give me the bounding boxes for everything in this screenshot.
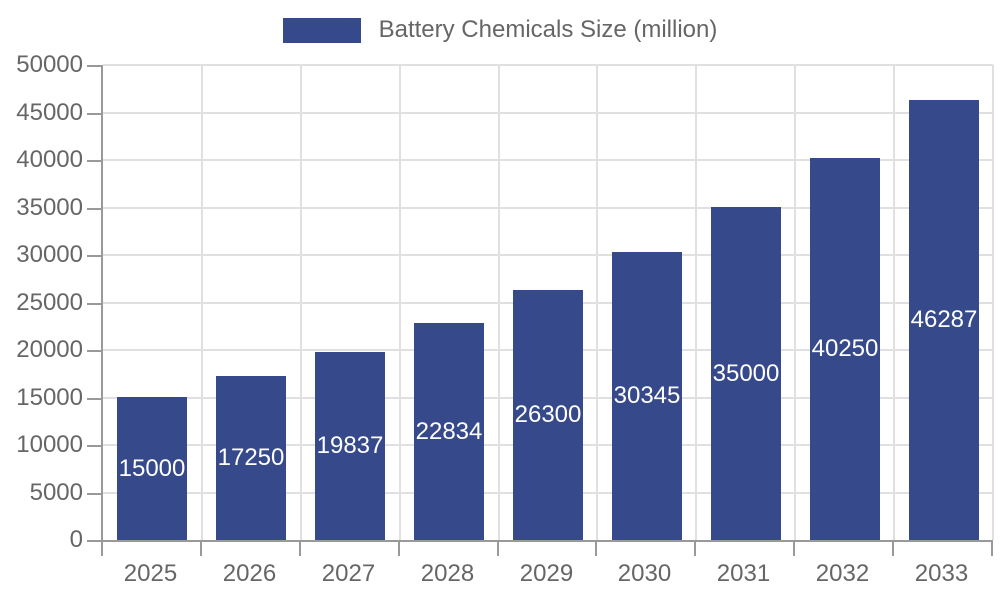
- legend-swatch-icon: [282, 17, 361, 43]
- gridline-horizontal: [103, 159, 993, 161]
- x-axis-tick: [497, 542, 499, 556]
- bar[interactable]: [810, 158, 880, 540]
- x-axis-tick-label: 2029: [519, 560, 574, 587]
- x-axis-tick: [595, 542, 597, 556]
- x-axis-tick: [299, 542, 301, 556]
- x-axis-tick-label: 2030: [617, 560, 672, 587]
- y-axis-tick-label: 0: [69, 526, 83, 553]
- y-axis-tick-label: 30000: [16, 241, 83, 268]
- bar[interactable]: [612, 252, 682, 540]
- bar[interactable]: [909, 100, 979, 540]
- x-axis-tick: [200, 542, 202, 556]
- x-axis-tick-label: 2032: [815, 560, 870, 587]
- y-axis-tick-label: 25000: [16, 288, 83, 316]
- y-axis-tick: [87, 302, 101, 305]
- gridline-horizontal: [103, 64, 993, 66]
- gridline-vertical: [399, 65, 401, 540]
- x-axis-tick: [101, 542, 103, 556]
- gridline-vertical: [893, 65, 895, 540]
- x-axis-tick: [694, 542, 696, 556]
- x-axis-tick: [793, 542, 795, 556]
- gridline-vertical: [201, 65, 203, 540]
- y-axis-tick: [87, 65, 101, 67]
- y-axis-tick: [87, 112, 101, 115]
- gridline-vertical: [596, 65, 598, 540]
- gridline-vertical: [300, 65, 302, 540]
- y-axis-tick: [87, 397, 101, 400]
- y-axis-tick-label: 50000: [16, 51, 83, 78]
- x-axis-tick: [892, 542, 894, 556]
- gridline-vertical: [695, 65, 697, 540]
- bar[interactable]: [216, 376, 286, 540]
- y-axis-tick: [87, 160, 101, 162]
- y-axis-tick-label: 40000: [16, 146, 83, 173]
- y-axis-tick: [87, 540, 101, 542]
- gridline-vertical: [992, 65, 994, 540]
- gridline-vertical: [498, 65, 500, 540]
- y-axis-tick: [87, 207, 101, 210]
- y-axis-tick: [87, 492, 101, 495]
- bar[interactable]: [117, 397, 187, 540]
- x-axis-tick-label: 2025: [123, 560, 178, 587]
- legend-label: Battery Chemicals Size (million): [378, 16, 718, 43]
- y-axis-tick-label: 15000: [16, 383, 83, 411]
- legend-item[interactable]: Battery Chemicals Size (million): [0, 16, 1000, 44]
- bar[interactable]: [414, 323, 484, 540]
- bar[interactable]: [315, 352, 385, 540]
- gridline-horizontal: [103, 206, 993, 209]
- y-axis-tick-label: 45000: [16, 98, 83, 126]
- x-axis-tick-label: 2027: [321, 560, 376, 587]
- y-axis-tick: [87, 350, 101, 352]
- y-axis-tick-label: 20000: [16, 336, 83, 363]
- bar[interactable]: [711, 207, 781, 540]
- gridline-vertical: [794, 65, 796, 540]
- x-axis-tick-label: 2026: [222, 560, 277, 587]
- x-axis-tick: [398, 542, 400, 556]
- gridline-horizontal: [103, 254, 993, 256]
- y-axis-tick: [87, 255, 101, 257]
- y-axis-tick-label: 35000: [16, 193, 83, 221]
- x-axis-tick-label: 2028: [420, 560, 475, 587]
- y-axis-tick-label: 10000: [16, 431, 83, 458]
- plot-area: 15000 17250 19837 22834 26300 30345 35000 40250…: [101, 64, 994, 542]
- x-axis-tick-label: 2031: [716, 560, 771, 587]
- y-axis-tick: [87, 445, 101, 447]
- bar[interactable]: [513, 290, 583, 540]
- x-axis-tick: [991, 542, 993, 556]
- gridline-horizontal: [103, 111, 993, 114]
- y-axis-tick-label: 5000: [29, 478, 83, 506]
- x-axis-tick-label: 2033: [914, 560, 969, 587]
